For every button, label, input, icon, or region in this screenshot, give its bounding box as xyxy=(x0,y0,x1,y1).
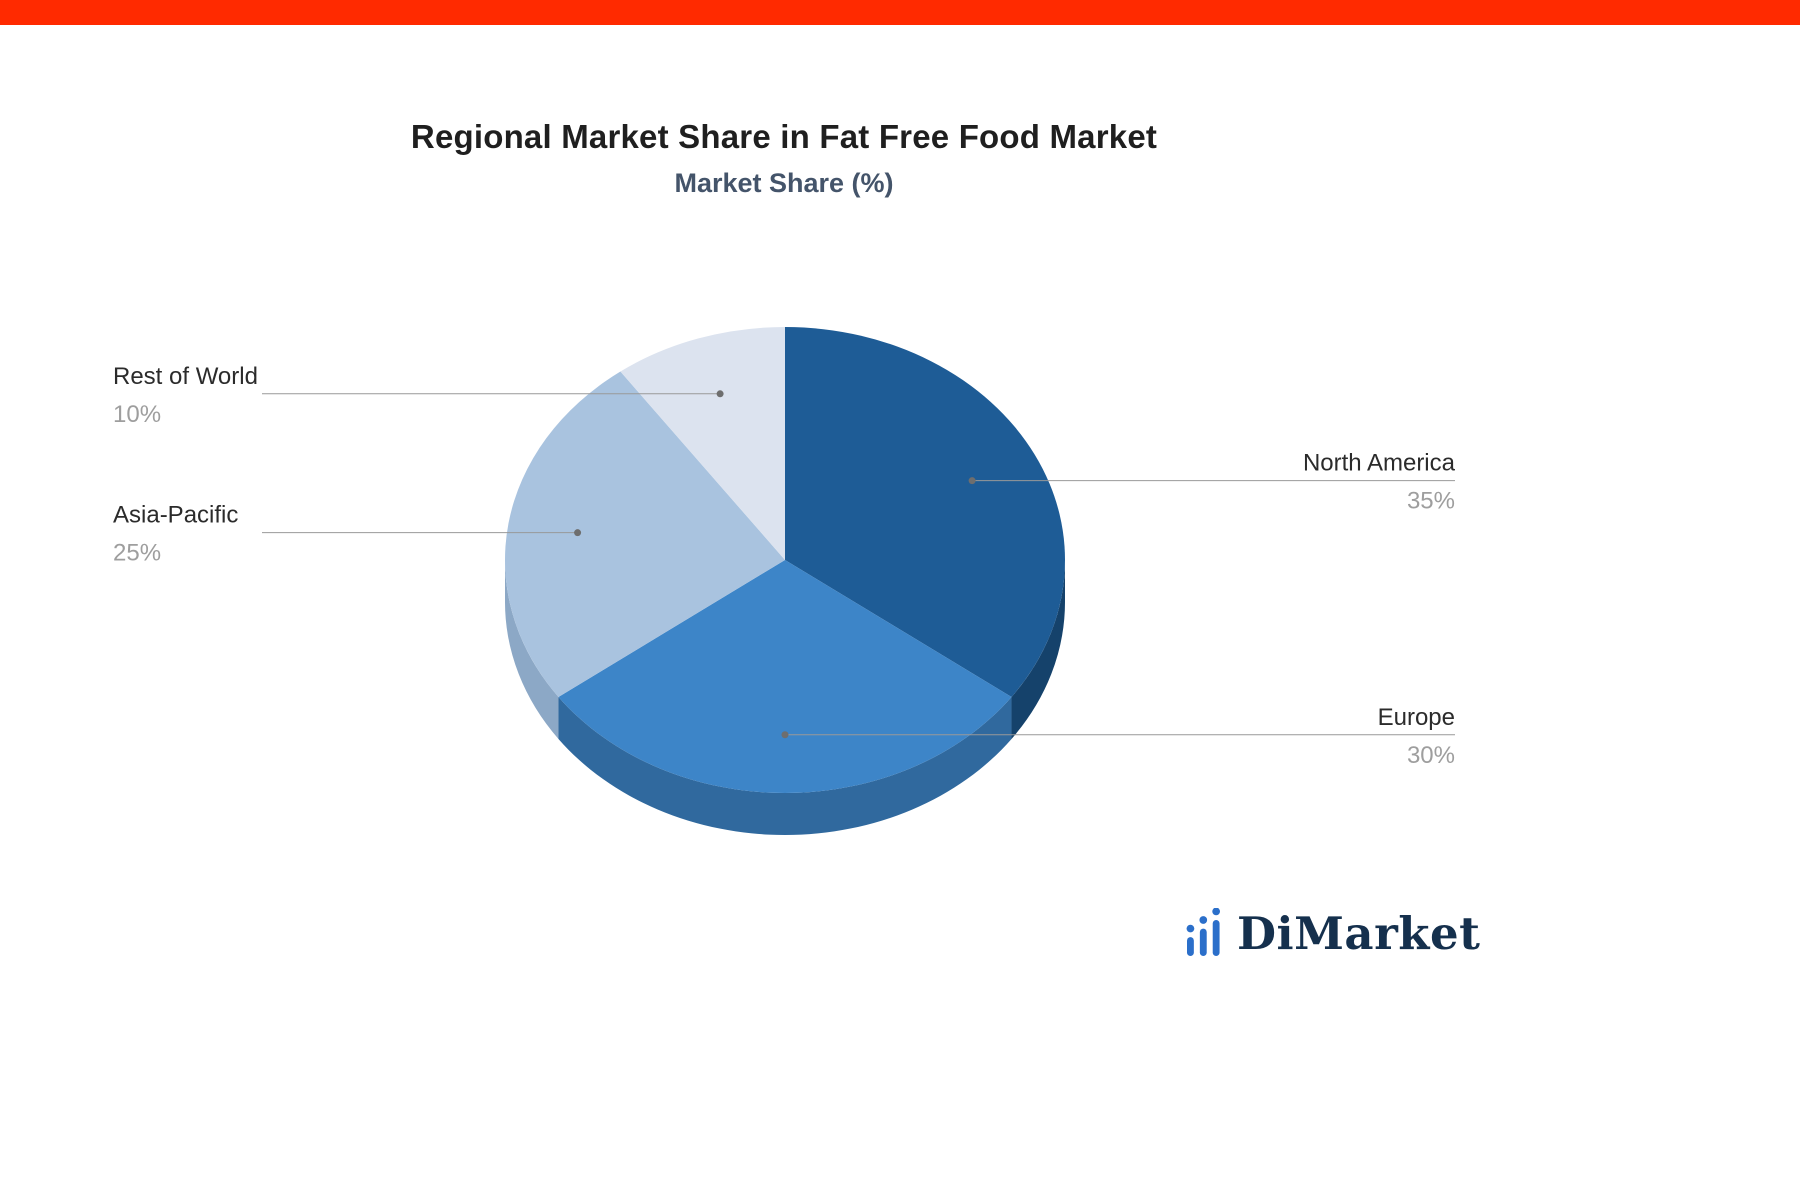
brand-logo: DiMarket xyxy=(1185,907,1481,961)
bar-chart-icon xyxy=(1185,907,1225,956)
slice-label-rest-of-world: Rest of World xyxy=(113,363,258,390)
pie-slice-rest-of-world xyxy=(620,327,785,560)
slice-value-north-america: 35% xyxy=(1407,488,1455,515)
callout-dot-europe xyxy=(781,731,789,739)
pie-slice-asia-pacific xyxy=(504,371,785,697)
pie-side-europe xyxy=(558,696,1012,836)
slice-value-asia-pacific: 25% xyxy=(113,540,161,567)
chart-title: Regional Market Share in Fat Free Food M… xyxy=(410,118,1158,155)
chart-subtitle: Market Share (%) xyxy=(674,168,894,198)
pie-side-asia-pacific xyxy=(505,560,559,739)
slice-value-rest-of-world: 10% xyxy=(113,401,161,428)
slice-value-europe: 30% xyxy=(1407,742,1455,769)
pie-slice-north-america xyxy=(785,327,1065,697)
top-red-bar xyxy=(0,0,1800,25)
slice-label-north-america: North America xyxy=(1303,450,1456,477)
callout-dot-asia-pacific xyxy=(574,529,582,537)
pie-side-north-america xyxy=(1011,560,1065,739)
callout-dot-rest-of-world xyxy=(716,390,724,398)
slice-label-europe: Europe xyxy=(1378,704,1455,731)
callout-dot-north-america xyxy=(968,477,976,485)
brand-logo-text: DiMarket xyxy=(1237,907,1481,961)
slice-label-asia-pacific: Asia-Pacific xyxy=(113,502,238,529)
